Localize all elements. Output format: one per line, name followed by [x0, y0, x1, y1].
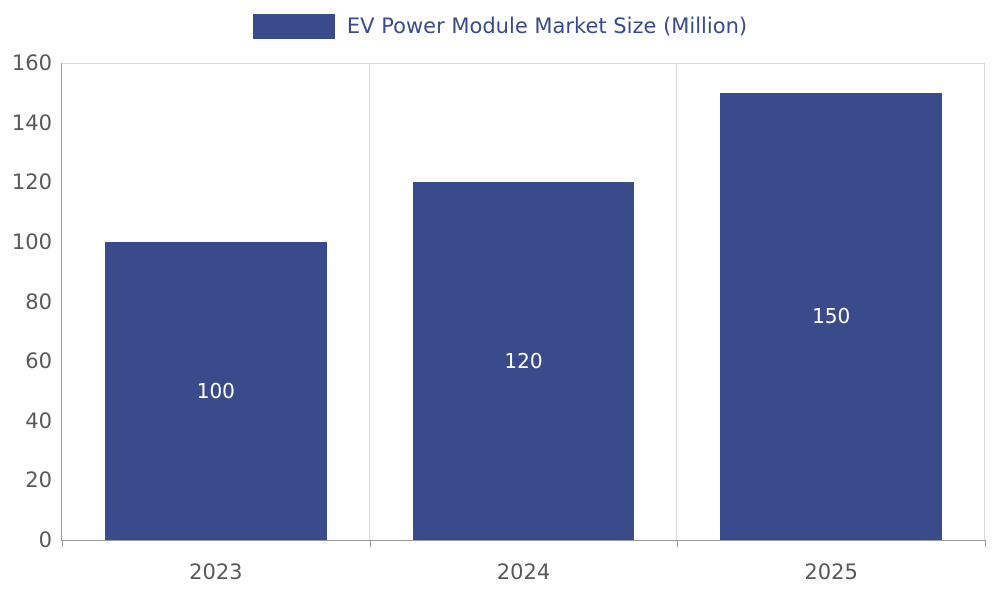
- x-category-label-2023: 2023: [189, 560, 243, 584]
- x-tick-mark: [369, 541, 371, 547]
- vertical-gridline: [984, 63, 985, 540]
- x-tick-mark: [62, 541, 63, 547]
- y-tick-label: 0: [38, 528, 52, 552]
- bar-2023: 100: [105, 241, 327, 540]
- x-tick-mark: [677, 541, 679, 547]
- legend-swatch: [252, 14, 335, 39]
- y-tick-label: 160: [11, 51, 52, 75]
- chart-title: EV Power Module Market Size (Million): [346, 14, 748, 38]
- y-tick-label: 60: [25, 349, 52, 374]
- y-tick-label: 40: [25, 408, 52, 433]
- y-tick-label: 20: [25, 468, 52, 493]
- bar-2024: 120: [412, 182, 635, 540]
- y-tick-label: 120: [11, 170, 52, 195]
- bar-value-label: 100: [196, 378, 235, 403]
- bar-value-label: 120: [504, 349, 543, 374]
- chart-legend: EV Power Module Market Size (Million): [0, 14, 1000, 39]
- x-category-label-2025: 2025: [804, 560, 858, 584]
- vertical-gridline: [368, 63, 370, 540]
- bar-value-label: 150: [812, 304, 851, 329]
- y-tick-label: 80: [25, 289, 52, 314]
- x-category-label-2024: 2024: [496, 560, 551, 584]
- x-tick-mark: [985, 541, 986, 547]
- x-axis-line: [61, 540, 986, 541]
- y-tick-label: 100: [11, 229, 52, 254]
- y-tick-label: 140: [11, 110, 52, 135]
- plot-area: 100 120 150: [62, 63, 985, 540]
- top-gridline: [62, 63, 985, 64]
- y-axis-line: [61, 63, 62, 541]
- bar-2025: 150: [720, 92, 942, 540]
- vertical-gridline: [676, 63, 678, 540]
